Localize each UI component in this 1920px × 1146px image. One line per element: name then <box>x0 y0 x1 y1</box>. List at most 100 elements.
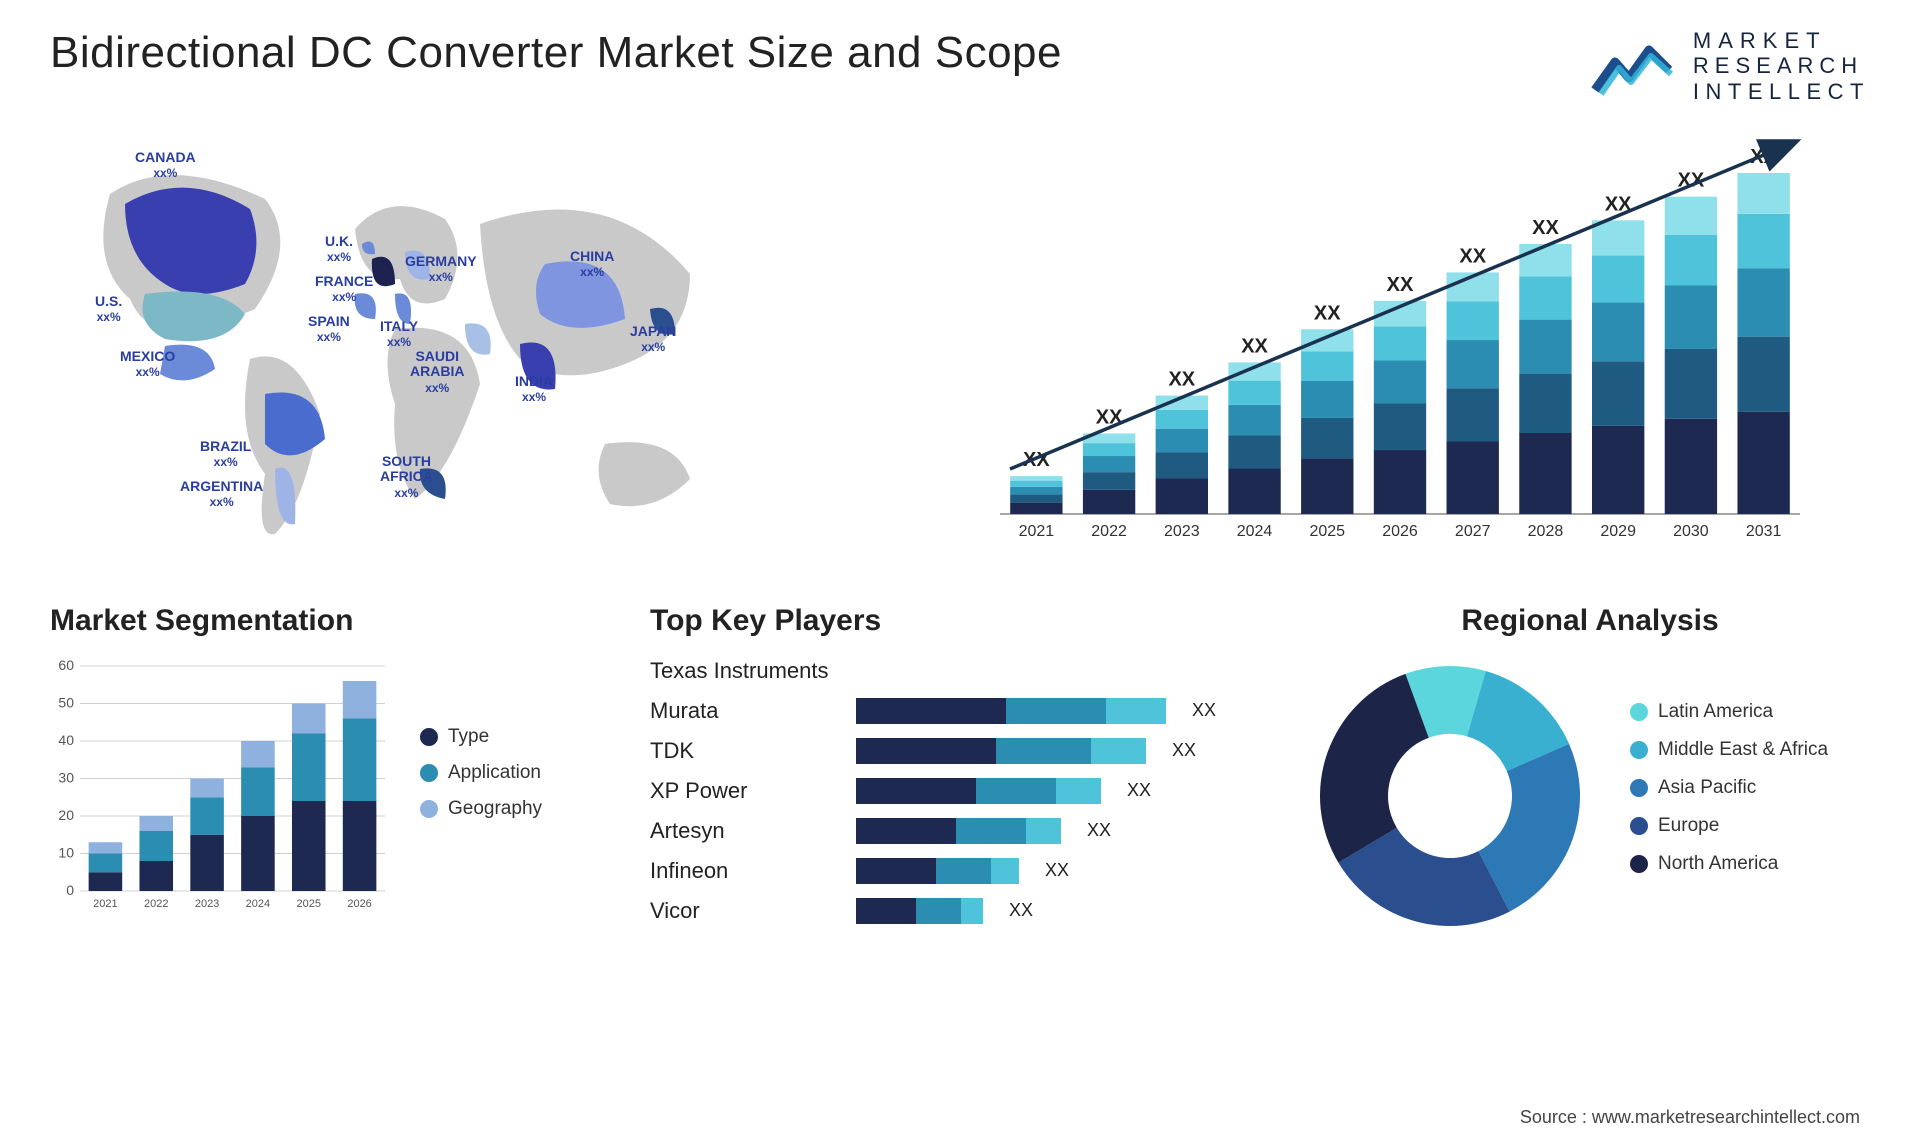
growth-bar-segment <box>1301 351 1353 381</box>
seg-bar-segment <box>241 741 275 767</box>
seg-bar-segment <box>190 797 224 835</box>
growth-bar-segment <box>1447 441 1499 513</box>
growth-bar-segment <box>1228 381 1280 405</box>
growth-year-label: 2031 <box>1746 523 1782 540</box>
map-label: U.K.xx% <box>325 234 353 265</box>
map-label: CHINAxx% <box>570 249 614 280</box>
regional-title: Regional Analysis <box>1310 604 1870 638</box>
growth-bar-segment <box>1301 329 1353 351</box>
player-name: Texas Instruments <box>650 658 840 684</box>
player-name: XP Power <box>650 778 840 804</box>
growth-year-label: 2028 <box>1528 523 1564 540</box>
seg-bar-segment <box>292 703 326 733</box>
svg-text:2022: 2022 <box>144 898 168 910</box>
growth-bar-segment <box>1156 429 1208 453</box>
growth-year-label: 2022 <box>1091 523 1127 540</box>
growth-bar-segment <box>1592 426 1644 514</box>
map-label: JAPANxx% <box>630 324 676 355</box>
legend-item: Middle East & Africa <box>1630 739 1828 761</box>
world-map: CANADAxx%U.S.xx%MEXICOxx%BRAZILxx%ARGENT… <box>50 134 940 564</box>
map-label: GERMANYxx% <box>405 254 477 285</box>
seg-bar-segment <box>139 816 173 831</box>
map-label: BRAZILxx% <box>200 439 251 470</box>
seg-bar-segment <box>292 733 326 801</box>
svg-text:0: 0 <box>66 882 74 898</box>
growth-year-label: 2021 <box>1019 523 1055 540</box>
growth-bar-segment <box>1010 503 1062 514</box>
player-value: XX <box>1127 780 1151 801</box>
player-bar <box>856 818 1061 844</box>
growth-bar-value: XX <box>1314 302 1341 324</box>
player-row: TDK XX <box>650 736 1270 766</box>
legend-item: Asia Pacific <box>1630 777 1828 799</box>
player-value: XX <box>1087 820 1111 841</box>
source-line: Source : www.marketresearchintellect.com <box>1520 1107 1860 1128</box>
player-name: Murata <box>650 698 840 724</box>
svg-text:60: 60 <box>58 657 74 673</box>
growth-bar-segment <box>1519 373 1571 432</box>
svg-text:2023: 2023 <box>195 898 219 910</box>
growth-year-label: 2023 <box>1164 523 1200 540</box>
key-players-title: Top Key Players <box>650 604 1270 638</box>
growth-bar-segment <box>1737 268 1789 336</box>
key-players-panel: Top Key Players Texas Instruments Murata X… <box>650 604 1270 934</box>
growth-bar-value: XX <box>1241 335 1268 357</box>
growth-bar-segment <box>1301 458 1353 513</box>
seg-bar-segment <box>241 816 275 891</box>
growth-bar-segment <box>1374 360 1426 403</box>
seg-bar-segment <box>343 681 377 719</box>
map-label: CANADAxx% <box>135 150 196 181</box>
player-name: Artesyn <box>650 818 840 844</box>
player-row: VicorXX <box>650 896 1270 926</box>
map-label: ARGENTINAxx% <box>180 479 263 510</box>
seg-bar-segment <box>190 835 224 891</box>
growth-year-label: 2024 <box>1237 523 1273 540</box>
growth-bar-segment <box>1737 173 1789 214</box>
growth-bar-segment <box>1156 478 1208 514</box>
player-bar <box>856 698 1166 724</box>
growth-bar-segment <box>1374 326 1426 360</box>
player-value: XX <box>1192 700 1216 721</box>
growth-year-label: 2027 <box>1455 523 1491 540</box>
donut-slice <box>1320 674 1429 863</box>
legend-item: Geography <box>420 798 542 820</box>
player-row: Murata XX <box>650 696 1270 726</box>
growth-bar-segment <box>1665 285 1717 348</box>
player-value: XX <box>1172 740 1196 761</box>
growth-bar-segment <box>1447 340 1499 388</box>
growth-bar-segment <box>1592 220 1644 255</box>
map-label: SOUTHAFRICAxx% <box>380 454 433 500</box>
growth-bar-segment <box>1447 301 1499 340</box>
growth-bar-segment <box>1665 197 1717 235</box>
player-name: TDK <box>650 738 840 764</box>
svg-text:2026: 2026 <box>347 898 371 910</box>
player-row: InfineonXX <box>650 856 1270 886</box>
seg-bar-segment <box>89 842 123 853</box>
seg-bar-segment <box>241 767 275 816</box>
growth-bar-segment <box>1737 412 1789 514</box>
seg-bar-segment <box>89 872 123 891</box>
svg-text:40: 40 <box>58 732 74 748</box>
growth-bar-segment <box>1228 405 1280 435</box>
map-label: SPAINxx% <box>308 314 350 345</box>
seg-bar-segment <box>139 831 173 861</box>
growth-bar-segment <box>1156 410 1208 429</box>
growth-bar-segment <box>1010 494 1062 502</box>
legend-item: Type <box>420 726 542 748</box>
seg-bar-segment <box>190 778 224 797</box>
player-bar <box>856 858 1019 884</box>
map-label: FRANCExx% <box>315 274 373 305</box>
growth-bar-segment <box>1083 490 1135 514</box>
player-name: Infineon <box>650 858 840 884</box>
svg-text:2024: 2024 <box>246 898 270 910</box>
growth-bar-segment <box>1737 214 1789 269</box>
logo-line1: MARKET <box>1693 28 1870 53</box>
svg-text:10: 10 <box>58 844 74 860</box>
growth-bar-segment <box>1519 433 1571 514</box>
map-label: U.S.xx% <box>95 294 122 325</box>
legend-item: Latin America <box>1630 701 1828 723</box>
player-value: XX <box>1009 900 1033 921</box>
segmentation-panel: Market Segmentation 01020304050602021202… <box>50 604 610 934</box>
seg-bar-segment <box>292 801 326 891</box>
player-row: XP Power XX <box>650 776 1270 806</box>
